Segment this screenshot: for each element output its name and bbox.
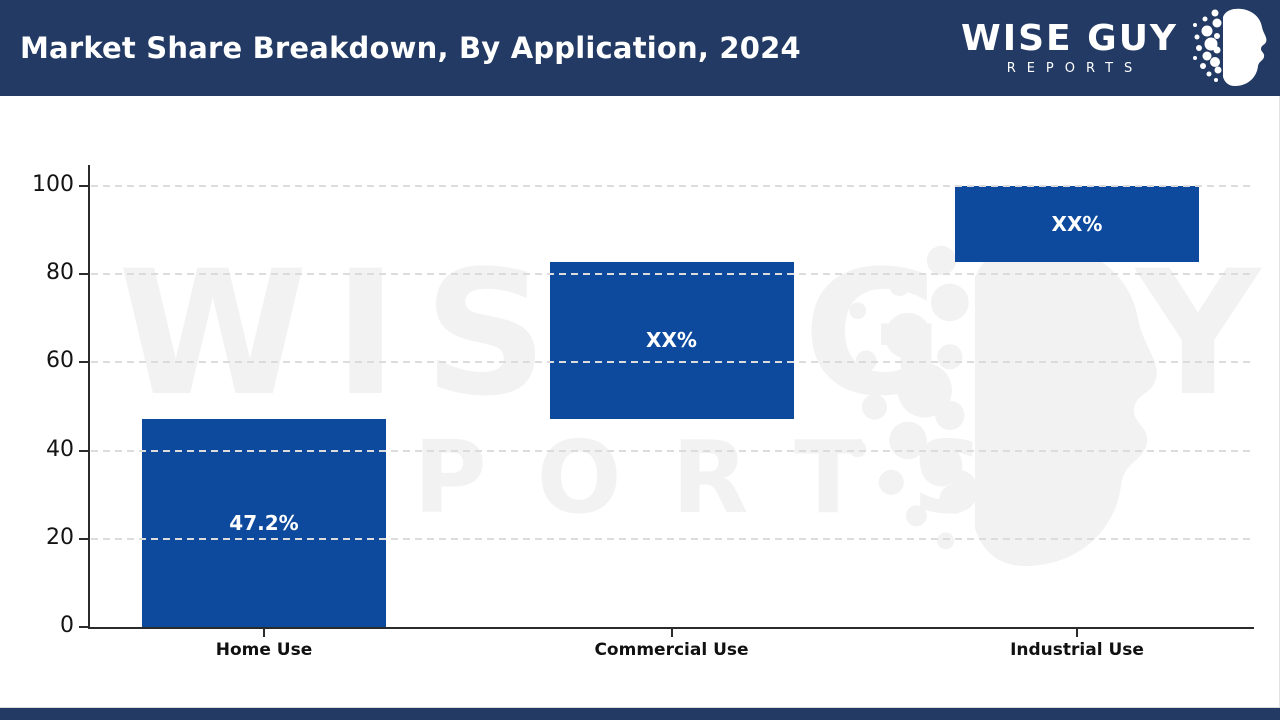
x-category-label: Home Use	[215, 640, 313, 660]
y-tick-mark	[79, 273, 88, 276]
bar-value-label: XX%	[646, 328, 697, 353]
logo-text: WISE GUY REPORTS	[960, 18, 1178, 76]
y-tick-label: 20	[46, 524, 74, 550]
watermark-head-icon	[849, 242, 1157, 567]
bar-value-label: XX%	[1051, 211, 1103, 236]
x-tick-mark	[670, 629, 673, 637]
y-tick-mark	[79, 626, 88, 628]
y-tick-label: 60	[46, 348, 74, 374]
gridline	[91, 449, 1253, 452]
footer-hairline	[0, 707, 1280, 708]
bar-home-use	[142, 418, 386, 627]
wise-guy-reports-logo: WISE GUY REPORTS	[961, 5, 1272, 91]
y-tick-mark	[79, 449, 88, 452]
x-category-label: Industrial Use	[1010, 640, 1144, 660]
logo-wordmark: WISE GUY	[960, 18, 1178, 59]
y-tick-label: 80	[46, 260, 74, 286]
logo-subtitle: REPORTS	[1006, 61, 1144, 76]
y-axis-spine	[88, 165, 90, 629]
x-tick-mark	[263, 629, 265, 637]
gridline	[91, 185, 1253, 187]
bar-chart: 0 20 40 60 80 100 Home Use Commercial Use Indust…	[0, 96, 1280, 708]
bar-industrial-use	[955, 186, 1199, 262]
logo-head-icon	[1193, 8, 1267, 87]
gridline	[91, 361, 1253, 364]
y-tick-label: 0	[60, 613, 74, 638]
y-tick-mark	[79, 537, 88, 540]
page-title: Market Share Breakdown, By Application, …	[20, 31, 801, 65]
y-tick-label: 100	[32, 172, 74, 197]
x-category-label: Commercial Use	[594, 640, 749, 660]
y-tick-label: 40	[46, 436, 74, 462]
x-tick-mark	[1076, 629, 1078, 637]
gridline	[91, 273, 1253, 276]
gridline	[91, 537, 1253, 540]
bar-commercial-use	[549, 261, 794, 419]
y-tick-mark	[79, 185, 88, 187]
x-axis-spine	[88, 627, 1254, 629]
footer-band	[0, 708, 1280, 720]
header-band: Market Share Breakdown, By Application, …	[0, 0, 1280, 96]
y-tick-mark	[79, 361, 88, 364]
bar-value-label: 47.2%	[229, 510, 299, 535]
